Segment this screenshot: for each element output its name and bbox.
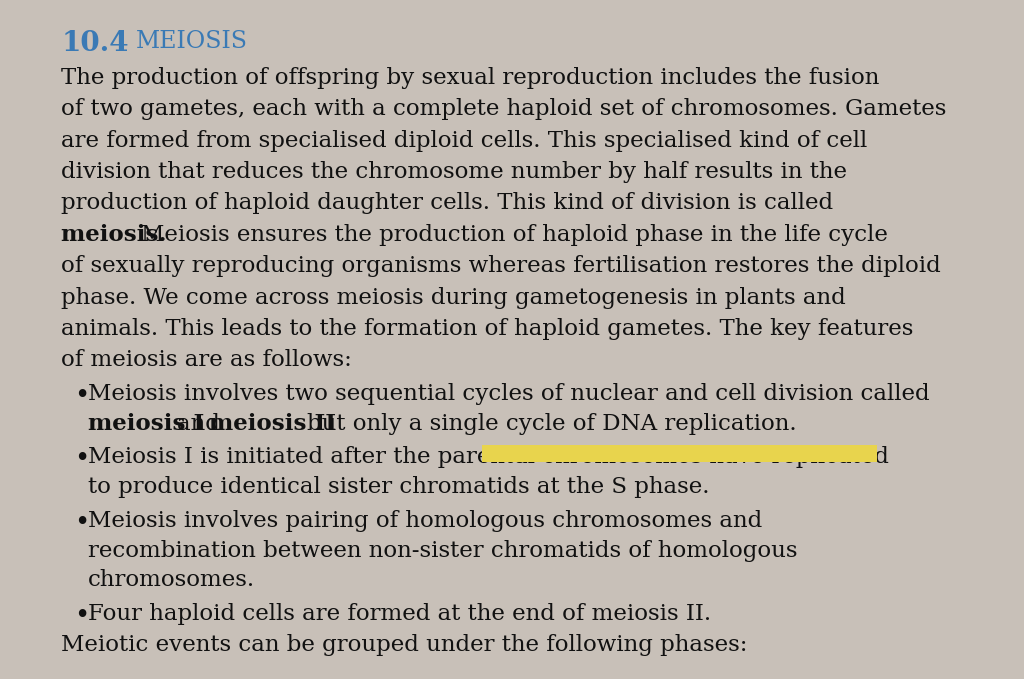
Text: Meiosis involves two sequential cycles of nuclear and cell division called: Meiosis involves two sequential cycles o… [88, 383, 930, 405]
Text: and: and [177, 413, 226, 435]
Text: meiosis I: meiosis I [88, 413, 212, 435]
Text: •: • [75, 510, 90, 535]
Text: •: • [75, 383, 90, 408]
Text: recombination between non-sister chromatids of homologous: recombination between non-sister chromat… [88, 540, 797, 562]
Text: animals. This leads to the formation of haploid gametes. The key features: animals. This leads to the formation of … [61, 318, 913, 340]
Text: •: • [75, 603, 90, 628]
Text: Meiosis ensures the production of haploid phase in the life cycle: Meiosis ensures the production of haploi… [141, 224, 889, 246]
Text: Meiotic events can be grouped under the following phases:: Meiotic events can be grouped under the … [61, 634, 748, 656]
Bar [482, 445, 877, 462]
Text: chromosomes.: chromosomes. [88, 570, 255, 591]
Text: Meiosis involves pairing of homologous chromosomes and: Meiosis involves pairing of homologous c… [88, 510, 762, 532]
Text: of sexually reproducing organisms whereas fertilisation restores the diploid: of sexually reproducing organisms wherea… [61, 255, 941, 277]
Text: of two gametes, each with a complete haploid set of chromosomes. Gametes: of two gametes, each with a complete hap… [61, 98, 947, 120]
Text: to produce identical sister chromatids at the S phase.: to produce identical sister chromatids a… [88, 476, 710, 498]
Text: 10.4: 10.4 [61, 30, 129, 57]
Text: division that reduces the chromosome number by half results in the: division that reduces the chromosome num… [61, 161, 848, 183]
Text: MEIOSIS: MEIOSIS [136, 30, 248, 53]
Text: meiosis.: meiosis. [61, 224, 175, 246]
Text: Four haploid cells are formed at the end of meiosis II.: Four haploid cells are formed at the end… [88, 603, 711, 625]
Text: •: • [75, 446, 90, 471]
Text: meiosis II: meiosis II [209, 413, 344, 435]
Text: but only a single cycle of DNA replication.: but only a single cycle of DNA replicati… [307, 413, 797, 435]
Text: phase. We come across meiosis during gametogenesis in plants and: phase. We come across meiosis during gam… [61, 287, 846, 309]
Text: Meiosis I is initiated after the parental chromosomes have replicated: Meiosis I is initiated after the parenta… [88, 446, 889, 469]
Text: production of haploid daughter cells. This kind of division is called: production of haploid daughter cells. Th… [61, 192, 834, 215]
Text: The production of offspring by sexual reproduction includes the fusion: The production of offspring by sexual re… [61, 67, 880, 89]
Text: are formed from specialised diploid cells. This specialised kind of cell: are formed from specialised diploid cell… [61, 130, 867, 151]
Text: of meiosis are as follows:: of meiosis are as follows: [61, 350, 352, 371]
